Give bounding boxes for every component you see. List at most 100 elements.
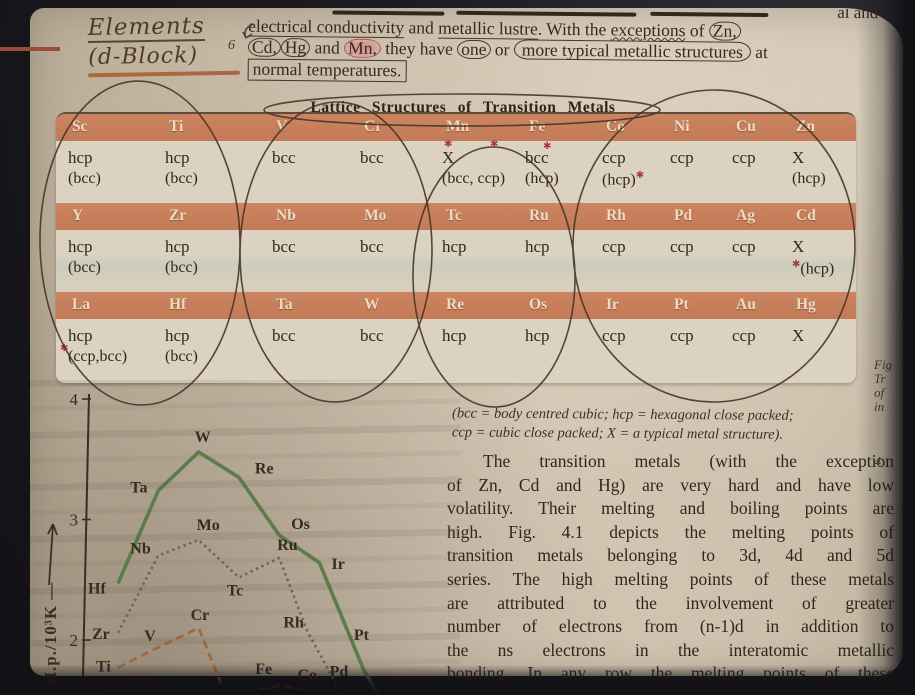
lattice-structure-cell: X (hcp) <box>780 141 851 203</box>
structure-alt-value: (ccp,bcc) <box>68 348 128 365</box>
star-annotation-icon: ✱ <box>543 141 552 152</box>
element-symbol: Mn <box>446 118 470 135</box>
structure-value: hcp <box>68 148 93 167</box>
lattice-structure-cell: bcc <box>260 230 348 292</box>
paragraph-line: transition metals belonging to 3d, 4d an… <box>447 545 894 566</box>
element-symbol: Zn <box>796 118 815 135</box>
handwritten-heading-line2: (d-Block) <box>88 43 199 71</box>
lattice-structure-cell: ccp <box>658 230 720 292</box>
structure-value: ccp <box>670 237 694 256</box>
lattice-structure-cell: hcp <box>430 319 513 383</box>
structure-value: bcc <box>272 237 296 256</box>
structure-alt-value: (hcp) <box>792 170 826 187</box>
structure-alt-value: ✱(hcp) <box>792 259 835 278</box>
lattice-structure-cell: hcp <box>513 230 590 292</box>
element-symbol: Ti <box>169 118 184 135</box>
pen-circled-highlighted-word: Mn, <box>344 38 381 58</box>
series-line-3d <box>258 684 316 694</box>
element-symbol: Rh <box>606 207 626 224</box>
star-annotation-icon: ✱ <box>490 139 499 150</box>
element-symbol: Pt <box>674 296 689 313</box>
structure-value: hcp <box>165 237 190 256</box>
element-symbol: Co <box>606 118 625 135</box>
paragraph-line: bonding. In any row the melting points o… <box>447 663 894 684</box>
paragraph-line: of Zn, Cd and Hg) are very hard and have… <box>447 474 894 495</box>
underlined-phrase: electrical conductivity <box>248 15 405 39</box>
lattice-structure-cell: hcp (bcc) <box>153 230 260 292</box>
element-symbol: Cd <box>796 207 816 224</box>
element-symbol: Cr <box>364 118 383 135</box>
lattice-structure-cell: bcc <box>260 141 348 203</box>
lattice-structure-cell: ccp (hcp)✱ <box>590 141 658 203</box>
structure-value: ccp <box>602 237 626 256</box>
pen-margin-dash <box>0 47 60 51</box>
lattice-structure-cell: hcp <box>430 230 513 292</box>
structure-value: hcp <box>525 237 550 256</box>
lattice-structure-cell: X <box>780 319 851 383</box>
table-data-row: hcp (ccp,bcc) ✱ hcp (bcc) bcc bcc hcp hcp ccp ccp c… <box>56 319 856 383</box>
lattice-structure-cell: bcc <box>260 319 348 383</box>
lattice-structure-cell: bcc <box>348 230 430 292</box>
structure-value: ccp <box>732 326 756 345</box>
structure-alt-value: (bcc) <box>165 348 198 365</box>
intro-text-block: al and electrical conductivity and metal… <box>247 2 897 88</box>
pen-circled-word: Hg <box>280 37 311 58</box>
intro-text: and <box>310 37 345 58</box>
structure-value: hcp <box>165 326 190 345</box>
element-symbol: Tc <box>446 207 462 224</box>
structure-alt-value: (bcc, ccp) <box>442 170 506 187</box>
structure-value: hcp <box>442 326 467 345</box>
table-header-row: Y Zr Nb Mo Tc Ru Rh Pd Ag Cd <box>56 203 856 230</box>
table-data-row: hcp (bcc) hcp (bcc) bcc bcc X (bcc, ccp) ✱ ✱ bcc (h… <box>56 139 856 203</box>
lattice-structure-cell: ccp <box>658 141 720 203</box>
intro-text: they have <box>380 37 458 59</box>
lattice-structure-cell: hcp (bcc) <box>153 319 260 383</box>
handwritten-heading-line1: Elements <box>87 12 206 44</box>
underlined-phrase: metallic lustre <box>438 17 538 40</box>
lattice-structure-cell: ccp <box>720 141 780 203</box>
element-symbol: Ir <box>606 296 619 313</box>
lattice-structure-cell: bcc <box>348 141 430 203</box>
element-symbol: Nb <box>276 207 296 224</box>
lattice-structure-cell: bcc <box>348 319 430 383</box>
structure-alt-value: (hcp)✱ <box>602 170 645 189</box>
edge-text-fragment: 4 <box>874 455 881 470</box>
element-symbol: Re <box>446 296 465 313</box>
lattice-structure-cell: ccp <box>720 319 780 383</box>
structure-alt-value: (bcc) <box>68 259 101 276</box>
lattice-structure-cell: hcp <box>513 319 590 383</box>
intro-text: of <box>685 20 709 41</box>
structure-value: ccp <box>670 148 694 167</box>
star-annotation-icon: ✱ <box>444 139 453 150</box>
element-symbol: Ta <box>276 296 293 313</box>
star-annotation-icon: ✱ <box>635 170 645 181</box>
structure-value: hcp <box>442 237 467 256</box>
structure-value: hcp <box>165 148 190 167</box>
element-symbol: Os <box>529 296 548 313</box>
structure-alt-value: (hcp) <box>525 170 559 187</box>
structure-value: bcc <box>360 326 384 345</box>
structure-value: ccp <box>602 148 626 167</box>
structure-value: bcc <box>272 326 296 345</box>
pen-scribble <box>332 10 445 16</box>
element-symbol: W <box>364 296 380 313</box>
structure-value: X <box>792 148 805 167</box>
cut-off-text-fragment: al and <box>837 2 879 23</box>
element-symbol: Pd <box>674 207 693 224</box>
element-symbol: Ni <box>674 118 690 135</box>
structure-alt-value: (bcc) <box>165 259 198 276</box>
paragraph-line: the ns electrons in the interatomic meta… <box>447 639 894 660</box>
structure-value: ccp <box>732 148 756 167</box>
structure-value: hcp <box>68 326 93 345</box>
pen-boxed-phrase: normal temperatures. <box>247 58 407 83</box>
structure-value: ccp <box>732 237 756 256</box>
element-symbol: Ag <box>736 207 755 224</box>
element-symbol: Hf <box>169 296 187 313</box>
table-data-row: hcp (bcc) hcp (bcc) bcc bcc hcp hcp ccp ccp ccp X ✱(… <box>56 230 856 292</box>
wavy-underlined-word: exceptions <box>610 19 686 41</box>
element-symbol: V <box>276 118 288 135</box>
structure-value: hcp <box>68 237 93 256</box>
element-symbol: Cu <box>736 118 756 135</box>
margin-number: 6 <box>228 38 235 53</box>
